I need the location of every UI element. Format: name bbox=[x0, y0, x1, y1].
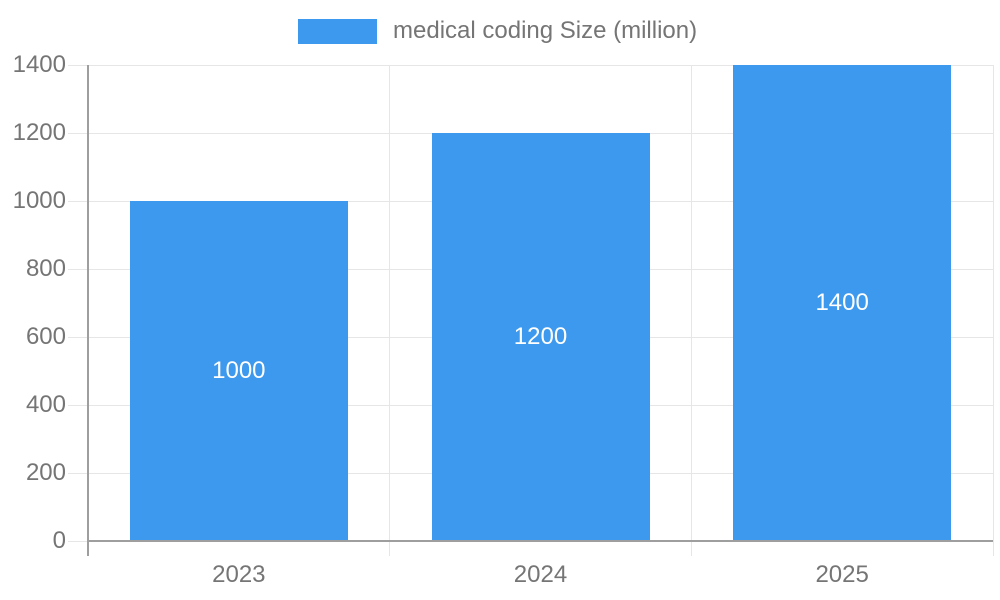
x-tick-label: 2023 bbox=[212, 561, 266, 588]
y-tick-label: 600 bbox=[25, 323, 66, 350]
x-axis bbox=[88, 540, 993, 542]
y-tick-label: 1200 bbox=[12, 119, 66, 146]
x-axis-tick bbox=[389, 541, 391, 556]
legend-swatch bbox=[298, 18, 377, 44]
y-axis bbox=[87, 65, 89, 556]
x-axis-tick bbox=[690, 541, 692, 556]
x-gridline bbox=[389, 65, 391, 541]
x-gridline bbox=[690, 65, 692, 541]
bar[interactable] bbox=[733, 65, 952, 541]
bar-value-label: 1200 bbox=[513, 323, 568, 350]
y-tick-label: 200 bbox=[25, 459, 66, 486]
y-tick-label: 1400 bbox=[12, 51, 66, 78]
legend-label: medical coding Size (million) bbox=[393, 17, 698, 44]
y-tick-label: 400 bbox=[25, 391, 66, 418]
y-tick-label: 0 bbox=[52, 527, 66, 554]
x-tick-label: 2025 bbox=[815, 561, 869, 588]
bar[interactable] bbox=[129, 201, 348, 541]
y-tick-label: 800 bbox=[25, 255, 66, 282]
y-gridline bbox=[68, 64, 993, 66]
bar-value-label: 1000 bbox=[212, 357, 266, 384]
bar-value-label: 1400 bbox=[815, 289, 869, 316]
x-gridline bbox=[992, 65, 994, 541]
bar[interactable] bbox=[431, 133, 650, 541]
y-tick-label: 1000 bbox=[12, 187, 66, 214]
x-tick-label: 2024 bbox=[513, 561, 568, 588]
legend: medical coding Size (million) bbox=[298, 17, 697, 45]
x-axis-tick bbox=[992, 541, 994, 556]
